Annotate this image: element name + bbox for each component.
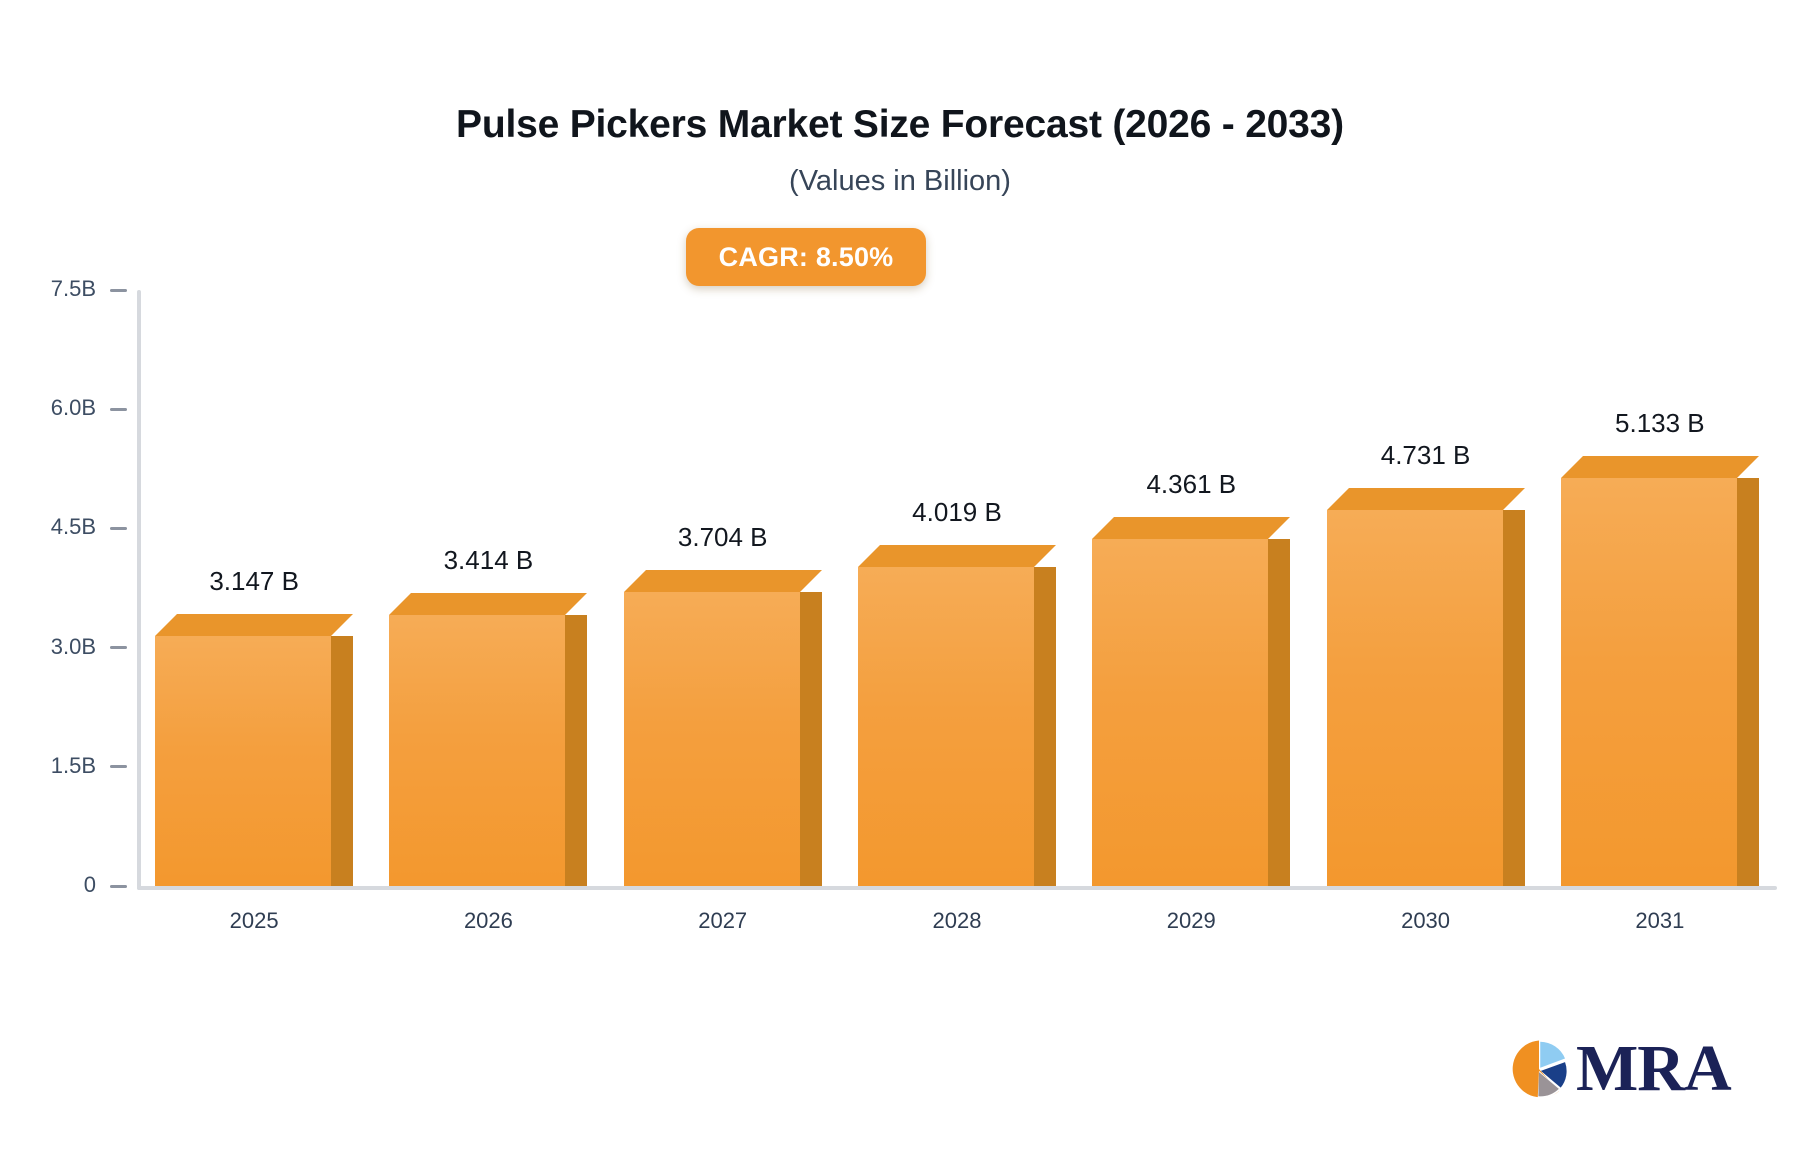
- bar-side-face: [799, 591, 822, 886]
- y-axis-tick-label: 3.0B: [50, 633, 96, 659]
- y-axis-line: [137, 290, 141, 890]
- bar-side-face: [565, 614, 588, 886]
- x-axis-tick-label: 2028: [932, 908, 982, 933]
- logo-text: MRA: [1576, 1032, 1732, 1105]
- bar-side-face: [1736, 478, 1759, 886]
- bar-front-face: [1560, 478, 1737, 886]
- bar: [1560, 456, 1759, 886]
- y-axis-tick-label: 7.5B: [50, 276, 96, 301]
- bar-value-label: 4.731 B: [1380, 440, 1471, 471]
- bar-front-face: [1092, 539, 1269, 886]
- y-axis-tick-mark: [110, 646, 127, 650]
- bar: [1326, 488, 1525, 886]
- x-axis-tick-label: 2025: [229, 908, 279, 933]
- bar: [858, 544, 1056, 886]
- bar: [389, 592, 588, 886]
- y-axis-tick-label: 4.5B: [50, 514, 96, 540]
- bar-front-face: [155, 635, 332, 886]
- x-axis-line: [137, 886, 1777, 890]
- bar-value-label: 3.704 B: [677, 521, 768, 552]
- chart-subtitle: (Values in Billion): [789, 164, 1011, 197]
- chart-header: Pulse Pickers Market Size Forecast (2026…: [0, 0, 1800, 198]
- bar-front-face: [623, 591, 800, 886]
- bar-top-face: [858, 544, 1056, 567]
- bar-top-face: [389, 592, 588, 615]
- bar-front-face: [1326, 510, 1503, 886]
- bar-value-label: 4.019 B: [912, 496, 1002, 527]
- bar-top-face: [623, 569, 822, 592]
- bar-front-face: [858, 566, 1034, 886]
- y-axis-tick-label: 1.5B: [50, 752, 96, 778]
- x-axis-tick-label: 2030: [1401, 908, 1451, 933]
- bar-value-label: 4.361 B: [1146, 469, 1237, 500]
- cagr-badge-label: CAGR: 8.50%: [718, 241, 894, 272]
- bar-top-face: [1560, 456, 1759, 479]
- x-axis-tick-label: 2029: [1166, 908, 1216, 933]
- cagr-badge: CAGR: 8.50%: [686, 228, 926, 286]
- bar: [155, 613, 354, 886]
- bar-top-face: [155, 613, 354, 636]
- y-axis-tick-mark: [110, 884, 127, 888]
- y-axis-tick-label: 6.0B: [50, 395, 96, 421]
- y-axis-tick-label: 0: [83, 872, 96, 897]
- bar-value-label: 5.133 B: [1615, 408, 1705, 439]
- y-axis-tick-mark: [110, 288, 127, 292]
- bar-side-face: [1034, 566, 1056, 886]
- bar-side-face: [1268, 539, 1291, 886]
- bar-side-face: [1502, 510, 1525, 886]
- y-axis-tick-mark: [110, 765, 127, 769]
- y-axis-tick-mark: [110, 526, 127, 530]
- bar-value-label: 3.414 B: [443, 544, 534, 575]
- x-axis-tick-label: 2027: [698, 908, 748, 933]
- x-axis-tick-label: 2026: [463, 908, 513, 933]
- bar-top-face: [1092, 517, 1291, 540]
- bar-side-face: [331, 635, 354, 886]
- y-axis-tick-mark: [110, 407, 127, 411]
- x-axis-tick-label: 2031: [1635, 908, 1685, 933]
- pie-chart-logo-icon: [1508, 1038, 1570, 1100]
- bar-value-label: 3.147 B: [209, 565, 299, 596]
- bar: [623, 569, 822, 886]
- mra-logo: MRA: [1508, 1032, 1732, 1105]
- page-title: Pulse Pickers Market Size Forecast (2026…: [456, 103, 1344, 146]
- bar-top-face: [1326, 488, 1525, 511]
- bar: [1092, 517, 1291, 886]
- bar-front-face: [389, 614, 566, 886]
